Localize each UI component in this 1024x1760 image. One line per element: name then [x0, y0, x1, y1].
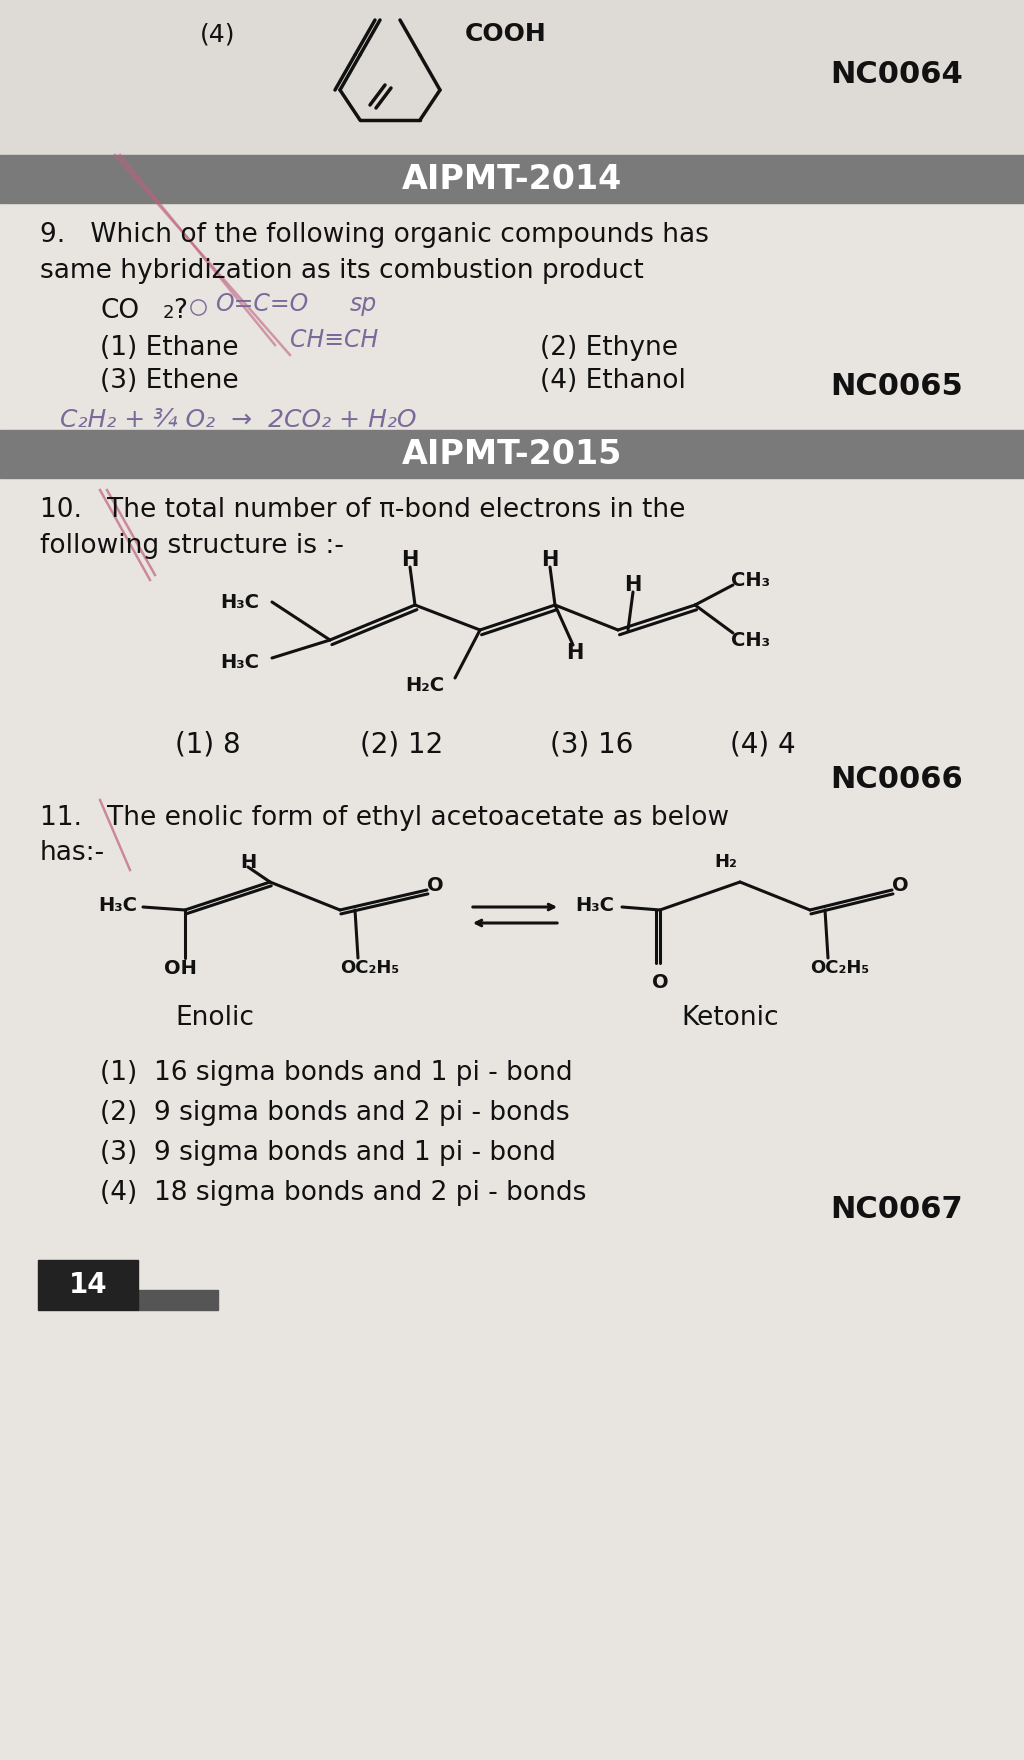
Text: 14: 14 — [69, 1271, 108, 1299]
Text: NC0065: NC0065 — [830, 371, 963, 401]
Bar — [0, 155, 1024, 202]
Bar — [0, 0, 1024, 155]
Text: (2) Ethyne: (2) Ethyne — [540, 334, 678, 361]
Text: AIPMT-2015: AIPMT-2015 — [401, 438, 623, 470]
Text: OC₂H₅: OC₂H₅ — [810, 959, 869, 977]
Text: O: O — [651, 973, 669, 991]
Text: H₂C: H₂C — [406, 676, 444, 695]
Text: 9.   Which of the following organic compounds has: 9. Which of the following organic compou… — [40, 222, 709, 248]
Text: C₂H₂ + ¾ O₂  →  2CO₂ + H₂O: C₂H₂ + ¾ O₂ → 2CO₂ + H₂O — [60, 408, 417, 431]
Text: H₃C: H₃C — [220, 653, 259, 672]
Bar — [38, 1260, 138, 1309]
Text: H₃C: H₃C — [575, 896, 614, 915]
Text: H₃C: H₃C — [220, 593, 259, 611]
Text: (2)  9 sigma bonds and 2 pi - bonds: (2) 9 sigma bonds and 2 pi - bonds — [100, 1100, 569, 1126]
Text: (3) Ethene: (3) Ethene — [100, 368, 239, 394]
Text: O=C=O: O=C=O — [215, 292, 308, 317]
Text: H: H — [542, 549, 559, 570]
Bar — [138, 1290, 218, 1309]
Text: OH: OH — [164, 959, 197, 977]
Text: same hybridization as its combustion product: same hybridization as its combustion pro… — [40, 259, 644, 283]
Text: H: H — [566, 642, 584, 664]
Text: (4)  18 sigma bonds and 2 pi - bonds: (4) 18 sigma bonds and 2 pi - bonds — [100, 1179, 587, 1206]
Text: (1) 8: (1) 8 — [175, 730, 241, 759]
Text: CH≡CH: CH≡CH — [290, 327, 378, 352]
Text: CH₃: CH₃ — [730, 630, 769, 649]
Text: CO: CO — [100, 297, 139, 324]
Text: 11.   The enolic form of ethyl acetoacetate as below: 11. The enolic form of ethyl acetoacetat… — [40, 804, 729, 831]
Text: (2) 12: (2) 12 — [360, 730, 443, 759]
Text: (4) 4: (4) 4 — [730, 730, 796, 759]
Text: NC0064: NC0064 — [830, 60, 963, 90]
Text: (1) Ethane: (1) Ethane — [100, 334, 239, 361]
Text: (4): (4) — [200, 23, 236, 46]
Text: OC₂H₅: OC₂H₅ — [340, 959, 399, 977]
Text: H: H — [625, 576, 642, 595]
Text: AIPMT-2014: AIPMT-2014 — [401, 162, 623, 195]
Text: (3) 16: (3) 16 — [550, 730, 634, 759]
Bar — [0, 429, 1024, 479]
Text: (1)  16 sigma bonds and 1 pi - bond: (1) 16 sigma bonds and 1 pi - bond — [100, 1060, 572, 1086]
Text: (3)  9 sigma bonds and 1 pi - bond: (3) 9 sigma bonds and 1 pi - bond — [100, 1140, 556, 1167]
Text: 2: 2 — [163, 304, 174, 322]
Text: H: H — [240, 852, 256, 871]
Text: H: H — [401, 549, 419, 570]
Text: sp: sp — [350, 292, 377, 317]
Text: NC0067: NC0067 — [830, 1195, 963, 1223]
Text: H₂: H₂ — [715, 854, 737, 871]
Text: CH₃: CH₃ — [730, 570, 769, 590]
Text: (4) Ethanol: (4) Ethanol — [540, 368, 686, 394]
Text: O: O — [892, 875, 908, 894]
Text: has:-: has:- — [40, 840, 105, 866]
Text: following structure is :-: following structure is :- — [40, 533, 344, 560]
Text: COOH: COOH — [465, 23, 547, 46]
Text: Ketonic: Ketonic — [681, 1005, 779, 1031]
Text: 10.   The total number of π-bond electrons in the: 10. The total number of π-bond electrons… — [40, 496, 685, 523]
Text: NC0066: NC0066 — [830, 766, 963, 794]
Text: H₃C: H₃C — [98, 896, 137, 915]
Text: ?: ? — [173, 297, 187, 324]
Text: O: O — [427, 875, 443, 894]
Text: Enolic: Enolic — [175, 1005, 255, 1031]
